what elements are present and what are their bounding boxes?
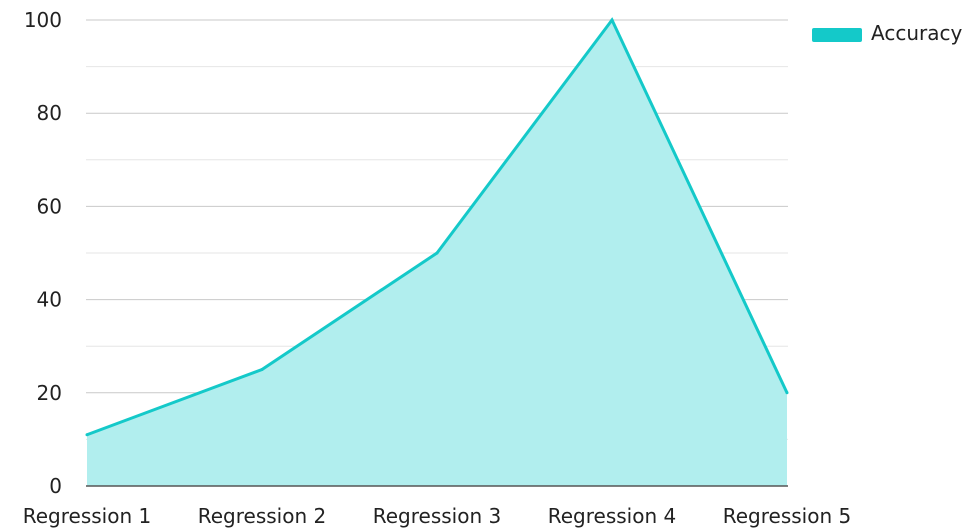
x-tick-label: Regression 5 xyxy=(723,504,851,528)
x-axis-ticks: Regression 1 Regression 2 Regression 3 Regr… xyxy=(23,504,851,528)
y-tick-label: 20 xyxy=(37,381,62,405)
plot-area xyxy=(85,17,789,486)
y-tick-label: 80 xyxy=(37,101,62,125)
legend: Accuracy xyxy=(812,21,962,45)
data-point-accuracy xyxy=(260,368,264,371)
y-tick-label: 0 xyxy=(49,474,62,498)
y-axis-ticks: 0 20 40 60 80 100 xyxy=(24,8,62,498)
legend-swatch-accuracy xyxy=(812,28,862,42)
data-point-accuracy xyxy=(610,18,614,22)
data-point-accuracy xyxy=(785,391,789,395)
x-tick-label: Regression 4 xyxy=(548,504,676,528)
data-point-accuracy xyxy=(435,251,439,255)
data-point-accuracy xyxy=(85,433,89,437)
y-tick-label: 100 xyxy=(24,8,62,32)
x-tick-label: Regression 2 xyxy=(198,504,326,528)
x-tick-label: Regression 3 xyxy=(373,504,501,528)
x-tick-label: Regression 1 xyxy=(23,504,151,528)
y-tick-label: 40 xyxy=(37,288,62,312)
legend-label-accuracy: Accuracy xyxy=(871,21,962,45)
y-tick-label: 60 xyxy=(37,194,62,218)
